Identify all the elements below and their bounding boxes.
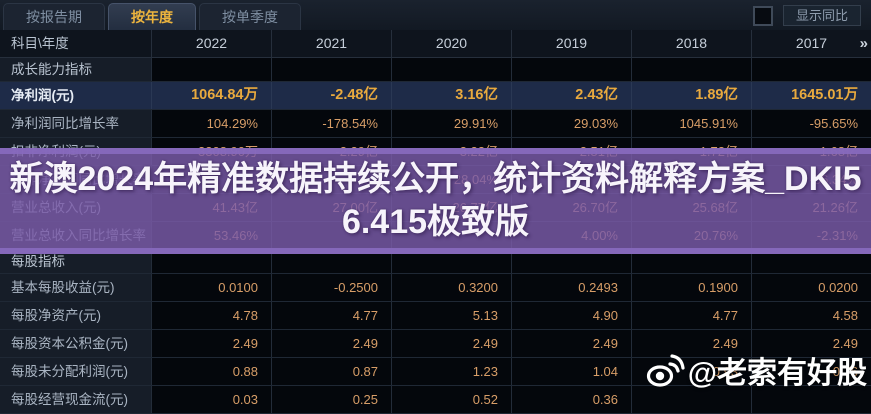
promo-text-line1: 新澳2024年精准数据持续公开，统计资料解释方案_DKI5: [9, 160, 862, 198]
period-tabs: 按报告期 按年度 按单季度: [0, 0, 871, 30]
row-label: 每股未分配利润(元): [0, 358, 151, 385]
yoy-toggle-group: 显示同比: [752, 5, 861, 26]
value-cell: [511, 250, 631, 273]
year-headers: 2022 2021 2020 2019 2018 2017: [151, 30, 871, 57]
section-label: 成长能力指标: [0, 58, 151, 81]
value-cell: 2.49: [511, 330, 631, 357]
table-row[interactable]: 净利润(元) 1064.84万 -2.48亿 3.16亿 2.43亿 1.89亿 1645.…: [0, 82, 871, 110]
value-cell: [631, 58, 751, 81]
table-row[interactable]: 每股净资产(元) 4.78 4.77 5.13 4.90 4.77 4.58: [0, 302, 871, 330]
value-cell: [151, 250, 271, 273]
value-cell: 1064.84万: [151, 82, 271, 109]
value-cell: 1.04: [511, 358, 631, 385]
value-cell: 0.88: [151, 358, 271, 385]
row-label: 每股资本公积金(元): [0, 330, 151, 357]
value-cell: 29.03%: [511, 110, 631, 137]
period-tab-3[interactable]: 按单季度: [199, 3, 301, 30]
show-yoy-label[interactable]: 显示同比: [782, 5, 861, 26]
row-label: 基本每股收益(元): [0, 274, 151, 301]
weibo-icon: [645, 352, 685, 388]
row-cells: 1064.84万 -2.48亿 3.16亿 2.43亿 1.89亿 1645.01万: [151, 82, 871, 109]
value-cell: -2.48亿: [271, 82, 391, 109]
row-cells: 104.29% -178.54% 29.91% 29.03% 1045.91% -95.6…: [151, 110, 871, 137]
period-tabbar: 按报告期 按年度 按单季度 显示同比: [0, 0, 871, 31]
value-cell: 4.77: [271, 302, 391, 329]
value-cell: 0.0200: [751, 274, 871, 301]
value-cell: 5.13: [391, 302, 511, 329]
table-header-row: 科目\年度 2022 2021 2020 2019 2018 2017 »: [0, 30, 871, 58]
value-cell: 0.76: [751, 358, 871, 385]
value-cell: 4.78: [151, 302, 271, 329]
value-cell: 3.16亿: [391, 82, 511, 109]
value-cell: 1045.91%: [631, 110, 751, 137]
more-columns-icon[interactable]: »: [859, 35, 868, 52]
row-cells: 0.0100 -0.2500 0.3200 0.2493 0.1900 0.0200: [151, 274, 871, 301]
row-cells: [151, 58, 871, 81]
value-cell: 1.89亿: [631, 82, 751, 109]
value-cell: 2.49: [631, 330, 751, 357]
value-cell: -95.65%: [751, 110, 871, 137]
value-cell: [271, 250, 391, 273]
section-row: 成长能力指标: [0, 58, 871, 82]
value-cell: 2.43亿: [511, 82, 631, 109]
value-cell: 4.90: [511, 302, 631, 329]
value-cell: -0.2500: [271, 274, 391, 301]
show-yoy-checkbox[interactable]: [752, 5, 773, 26]
year-column-header: 2017: [751, 30, 871, 57]
row-label: 净利润(元): [0, 82, 151, 109]
row-cells: 0.88 0.87 1.23 1.04 0.93 0.76: [151, 358, 871, 385]
section-row: 每股指标: [0, 250, 871, 274]
promo-overlay-banner: 新澳2024年精准数据持续公开，统计资料解释方案_DKI5 6.415极致版: [0, 148, 871, 254]
year-column-header: 2019: [511, 30, 631, 57]
value-cell: 1.23: [391, 358, 511, 385]
period-tab-1[interactable]: 按报告期: [3, 3, 105, 30]
value-cell: 0.0100: [151, 274, 271, 301]
value-cell: 0.93: [631, 358, 751, 385]
promo-text-line2: 6.415极致版: [341, 203, 530, 241]
value-cell: 4.77: [631, 302, 751, 329]
value-cell: 0.87: [271, 358, 391, 385]
watermark-text: @老索有好股: [687, 357, 867, 390]
value-cell: 104.29%: [151, 110, 271, 137]
value-cell: 1645.01万: [751, 82, 871, 109]
row-label: 净利润同比增长率: [0, 110, 151, 137]
table-row[interactable]: 净利润同比增长率 104.29% -178.54% 29.91% 29.03% 1045.…: [0, 110, 871, 138]
value-cell: 0.1900: [631, 274, 751, 301]
value-cell: [511, 58, 631, 81]
value-cell: 2.49: [751, 330, 871, 357]
row-label: 每股净资产(元): [0, 302, 151, 329]
value-cell: 2.49: [151, 330, 271, 357]
section-label: 每股指标: [0, 250, 151, 273]
value-cell: [271, 58, 391, 81]
value-cell: 0.3200: [391, 274, 511, 301]
year-column-header: 2022: [151, 30, 271, 57]
table-row[interactable]: 基本每股收益(元) 0.0100 -0.2500 0.3200 0.2493 0.1900…: [0, 274, 871, 302]
value-cell: [751, 250, 871, 273]
value-cell: 2.49: [271, 330, 391, 357]
row-cells: 4.78 4.77 5.13 4.90 4.77 4.58: [151, 302, 871, 329]
year-column-header: 2020: [391, 30, 511, 57]
watermark: @老索有好股: [645, 348, 867, 392]
value-cell: 2.49: [391, 330, 511, 357]
value-cell: 0.2493: [511, 274, 631, 301]
value-cell: [391, 58, 511, 81]
table-row[interactable]: 每股资本公积金(元) 2.49 2.49 2.49 2.49 2.49 2.49: [0, 330, 871, 358]
year-column-header: 2018: [631, 30, 751, 57]
year-column-header: 2021: [271, 30, 391, 57]
row-cells: [151, 250, 871, 273]
value-cell: [391, 250, 511, 273]
row-cells: 2.49 2.49 2.49 2.49 2.49 2.49: [151, 330, 871, 357]
value-cell: -178.54%: [271, 110, 391, 137]
value-cell: 29.91%: [391, 110, 511, 137]
value-cell: [151, 58, 271, 81]
period-tab-2[interactable]: 按年度: [108, 3, 196, 30]
value-cell: [751, 58, 871, 81]
value-cell: [631, 250, 751, 273]
corner-header: 科目\年度: [11, 36, 69, 51]
value-cell: 4.58: [751, 302, 871, 329]
table-row[interactable]: 每股未分配利润(元) 0.88 0.87 1.23 1.04 0.93 0.76: [0, 358, 871, 386]
